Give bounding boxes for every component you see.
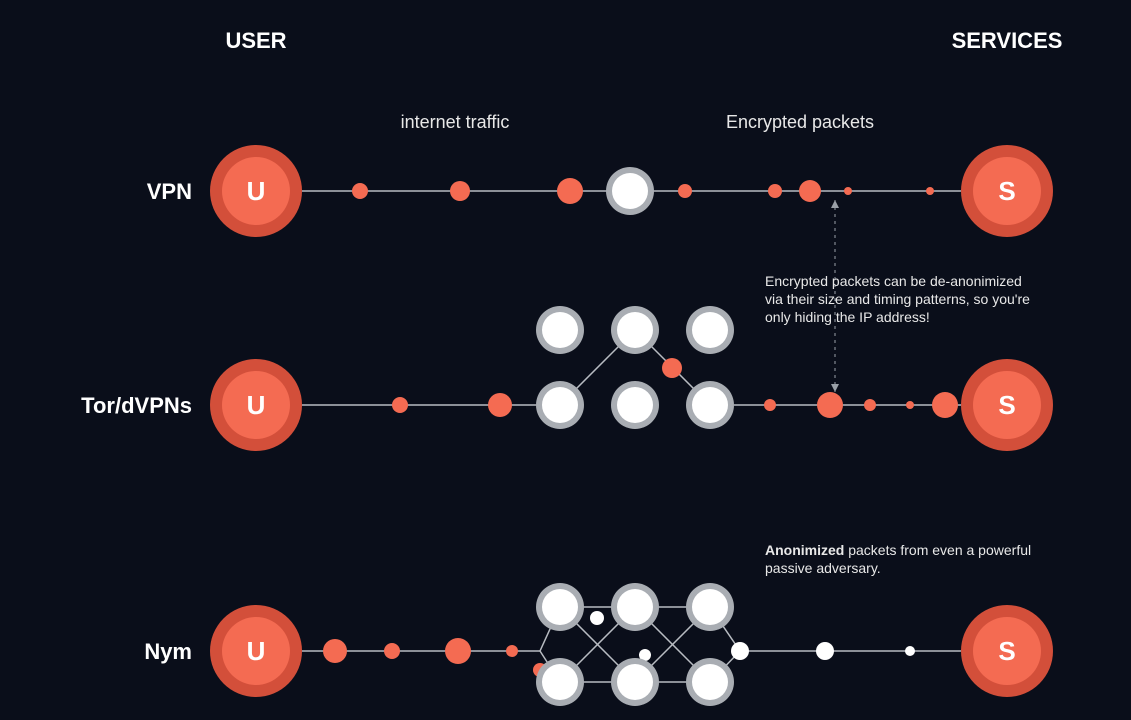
label-encrypted-packets: Encrypted packets (726, 112, 874, 132)
endpoint-tor-user: U (210, 359, 302, 451)
row-label-tor: Tor/dVPNs (81, 393, 192, 418)
relay-node-nym-1 (611, 583, 659, 631)
packet-dot-vpn-2 (557, 178, 583, 204)
packet-dot-tor-1 (488, 393, 512, 417)
relay-node-vpn-0 (606, 167, 654, 215)
packet-dot-vpn-7 (926, 187, 934, 195)
relay-node-nym-4 (611, 658, 659, 706)
endpoint-nym-service: S (961, 605, 1053, 697)
packet-dot-white-nym-4 (905, 646, 915, 656)
endpoint-tor-service: S (961, 359, 1053, 451)
relay-node-nym-2 (686, 583, 734, 631)
packet-dot-tor-6 (906, 401, 914, 409)
row-label-vpn: VPN (147, 179, 192, 204)
packet-dot-vpn-4 (768, 184, 782, 198)
packet-dot-white-nym-3 (816, 642, 834, 660)
endpoint-vpn-user: U (210, 145, 302, 237)
packet-dot-vpn-6 (844, 187, 852, 195)
relay-node-tor-2 (686, 306, 734, 354)
endpoint-vpn-service: S (961, 145, 1053, 237)
diagram-canvas: USER SERVICES internet traffic Encrypted pa… (0, 0, 1131, 720)
annotation-arrow-head-down (831, 384, 839, 392)
packet-dot-white-nym-2 (731, 642, 749, 660)
endpoint-letter-tor-service: S (998, 390, 1015, 420)
packet-dot-vpn-5 (799, 180, 821, 202)
packet-dot-vpn-0 (352, 183, 368, 199)
packet-dot-tor-4 (817, 392, 843, 418)
relay-node-tor-1 (611, 306, 659, 354)
label-internet-traffic: internet traffic (401, 112, 510, 132)
packet-dot-vpn-3 (678, 184, 692, 198)
packet-dot-tor-2 (662, 358, 682, 378)
relay-node-nym-3 (536, 658, 584, 706)
packet-dot-tor-0 (392, 397, 408, 413)
packet-dot-nym-1 (384, 643, 400, 659)
endpoint-letter-nym-service: S (998, 636, 1015, 666)
endpoint-nym-user: U (210, 605, 302, 697)
annotation-nym-note: Anonimized packets from even a powerfulp… (765, 542, 1031, 576)
packet-dot-vpn-1 (450, 181, 470, 201)
relay-node-tor-4 (611, 381, 659, 429)
packet-dot-nym-3 (506, 645, 518, 657)
packet-dot-tor-5 (864, 399, 876, 411)
header-services: SERVICES (952, 28, 1063, 53)
annotation-arrow-head-up (831, 200, 839, 208)
endpoint-letter-vpn-service: S (998, 176, 1015, 206)
endpoint-letter-nym-user: U (247, 636, 266, 666)
relay-node-tor-5 (686, 381, 734, 429)
packet-dot-nym-2 (445, 638, 471, 664)
packet-dot-white-nym-0 (590, 611, 604, 625)
relay-node-tor-0 (536, 306, 584, 354)
relay-node-tor-3 (536, 381, 584, 429)
row-label-nym: Nym (144, 639, 192, 664)
packet-dot-tor-3 (764, 399, 776, 411)
packet-dot-nym-0 (323, 639, 347, 663)
endpoint-letter-vpn-user: U (247, 176, 266, 206)
endpoint-letter-tor-user: U (247, 390, 266, 420)
annotation-vpn-note: Encrypted packets can be de-anonimizedvi… (765, 273, 1030, 325)
relay-node-nym-5 (686, 658, 734, 706)
header-user: USER (225, 28, 286, 53)
packet-dot-tor-7 (932, 392, 958, 418)
relay-node-nym-0 (536, 583, 584, 631)
